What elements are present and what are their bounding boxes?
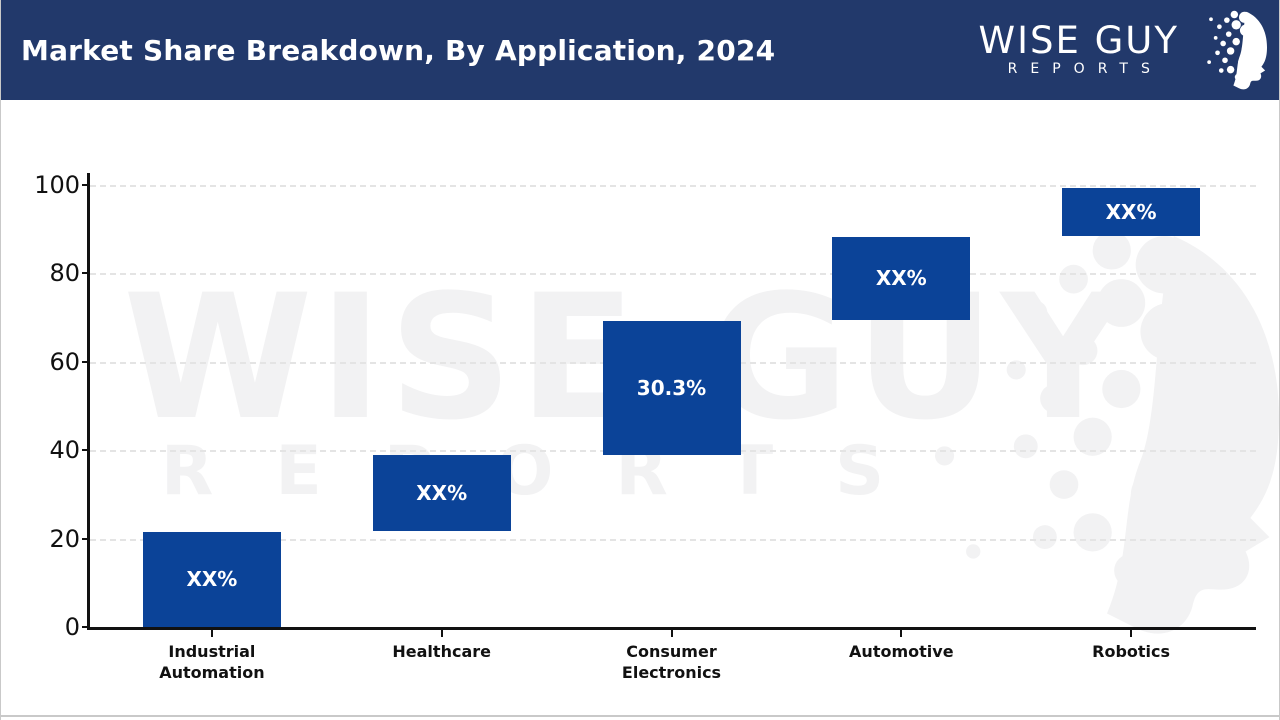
bar-value-label: XX% bbox=[875, 266, 927, 291]
bar-healthcare: XX% bbox=[372, 455, 511, 532]
x-axis-line bbox=[87, 627, 1256, 630]
y-tick-80 bbox=[82, 272, 90, 275]
bar-value-label: XX% bbox=[416, 481, 468, 506]
bar-value-label: XX% bbox=[1105, 199, 1157, 224]
watermark-subtitle: REPORTS bbox=[161, 432, 947, 511]
logo-wordmark: WISE GUY bbox=[978, 19, 1179, 62]
y-tick-label-80: 80 bbox=[49, 259, 80, 288]
page-title: Market Share Breakdown, By Application, … bbox=[21, 33, 776, 67]
gridline-y80 bbox=[90, 273, 1256, 276]
x-tick-1 bbox=[440, 630, 443, 637]
x-tick-3 bbox=[900, 630, 903, 637]
y-tick-0 bbox=[82, 626, 90, 628]
x-category-label-3: Automotive bbox=[849, 642, 954, 661]
bar-consumer-electronics: 30.3% bbox=[602, 321, 741, 456]
x-category-label-2: Consumer Electronics bbox=[621, 642, 722, 682]
gridline-y20 bbox=[90, 538, 1256, 541]
x-category-label-0: Industrial Automation bbox=[159, 642, 265, 682]
y-tick-label-100: 100 bbox=[34, 171, 80, 199]
y-tick-60 bbox=[82, 360, 90, 363]
y-tick-label-60: 60 bbox=[49, 347, 80, 376]
x-tick-2 bbox=[670, 630, 673, 637]
y-tick-40 bbox=[82, 449, 90, 452]
bar-robotics: XX% bbox=[1062, 187, 1201, 236]
header-band: Market Share Breakdown, By Application, … bbox=[1, 0, 1279, 100]
x-category-label-4: Robotics bbox=[1092, 642, 1171, 661]
x-tick-4 bbox=[1130, 630, 1133, 637]
watermark-head-icon bbox=[935, 231, 1279, 634]
y-tick-20 bbox=[82, 537, 90, 540]
bar-automotive: XX% bbox=[832, 236, 971, 321]
wise-guy-logo-text: WISE GUY REPORTS bbox=[979, 22, 1179, 78]
bar-industrial-automation: XX% bbox=[142, 531, 281, 627]
wise-guy-head-icon bbox=[1207, 10, 1267, 90]
plot-area: 0 20 40 60 80 100 XX% Industrial Automation XX% H… bbox=[1, 100, 1279, 716]
x-tick-0 bbox=[210, 630, 213, 637]
wise-guy-logo: WISE GUY REPORTS bbox=[979, 0, 1267, 100]
y-tick-100 bbox=[82, 184, 90, 186]
y-tick-label-40: 40 bbox=[49, 436, 80, 465]
logo-subtitle: REPORTS bbox=[1007, 61, 1163, 77]
y-axis-line bbox=[87, 173, 90, 630]
bar-value-label: 30.3% bbox=[636, 376, 707, 401]
y-tick-label-20: 20 bbox=[49, 524, 80, 553]
y-tick-label-0: 0 bbox=[64, 613, 80, 641]
x-category-label-1: Healthcare bbox=[392, 642, 491, 661]
gridline-y100 bbox=[90, 185, 1256, 187]
bottom-divider bbox=[1, 715, 1279, 717]
bar-value-label: XX% bbox=[186, 567, 238, 592]
